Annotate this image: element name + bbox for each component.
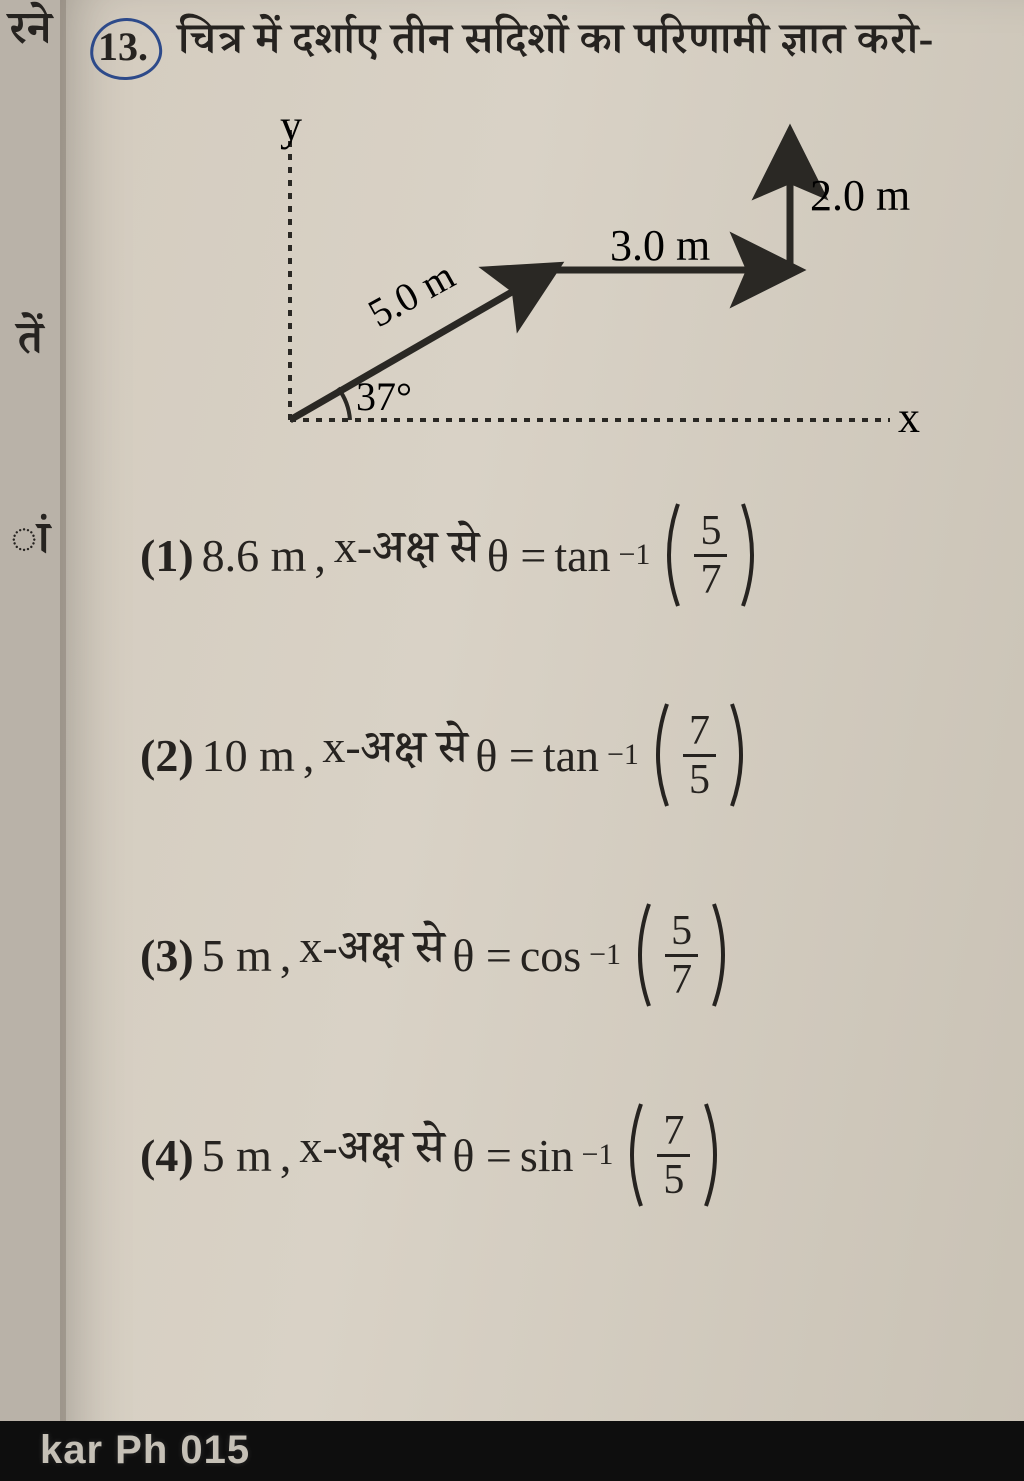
option-1-fn: tan <box>554 529 610 582</box>
option-3-inv: −1 <box>589 938 621 972</box>
lparen-icon <box>647 700 673 810</box>
vector-diagram: y x 37° 5.0 m 3.0 m 2.0 m <box>250 110 930 460</box>
option-3-fn: cos <box>520 929 581 982</box>
option-3-axis: x-अक्ष से <box>299 919 444 991</box>
lparen-icon <box>658 500 684 610</box>
option-2-inv: −1 <box>607 738 639 772</box>
x-axis-label: x <box>898 393 920 442</box>
question-number: 13. <box>90 18 160 88</box>
rparen-icon <box>726 700 752 810</box>
lparen-icon <box>621 1100 647 1210</box>
option-1-axis: x-अक्ष से <box>334 519 479 591</box>
vec-b-label: 3.0 m <box>610 221 710 270</box>
rparen-icon <box>708 900 734 1010</box>
option-4: (4) 5 m, x-अक्ष से θ = sin−1 7 5 <box>140 1100 960 1210</box>
angle-label: 37° <box>356 374 412 419</box>
option-2-fn: tan <box>543 729 599 782</box>
option-2-mag: 10 m <box>202 729 295 782</box>
option-4-axis: x-अक्ष से <box>299 1119 444 1191</box>
left-margin-text-3: ां <box>0 510 60 582</box>
option-1-num: (1) <box>140 529 194 582</box>
option-3-frac: 5 7 <box>665 910 698 1001</box>
option-3: (3) 5 m, x-अक्ष से θ = cos−1 5 7 <box>140 900 960 1010</box>
y-axis-label: y <box>280 110 302 150</box>
option-4-frac: 7 5 <box>657 1110 690 1201</box>
option-2-axis: x-अक्ष से <box>322 719 467 791</box>
option-4-num: (4) <box>140 1129 194 1182</box>
options-list: (1) 8.6 m, x-अक्ष से θ = tan−1 5 7 (2) 1… <box>140 500 960 1300</box>
option-2-num: (2) <box>140 729 194 782</box>
rparen-icon <box>737 500 763 610</box>
option-2: (2) 10 m, x-अक्ष से θ = tan−1 7 5 <box>140 700 960 810</box>
option-1-frac: 5 7 <box>694 510 727 601</box>
margin-rule <box>60 0 66 1481</box>
option-3-num: (3) <box>140 929 194 982</box>
vec-a-label: 5.0 m <box>361 252 463 336</box>
question-text: चित्र में दर्शाए तीन सदिशों का परिणामी ज… <box>178 12 998 81</box>
option-1-mag: 8.6 m <box>202 529 307 582</box>
option-1-inv: −1 <box>619 538 651 572</box>
option-3-mag: 5 m <box>202 929 272 982</box>
option-2-frac: 7 5 <box>683 710 716 801</box>
bottom-partial-text: kar Ph 015 <box>40 1428 250 1473</box>
option-4-inv: −1 <box>582 1138 614 1172</box>
left-margin-text-2: तें <box>0 310 60 382</box>
option-4-fn: sin <box>520 1129 574 1182</box>
option-1: (1) 8.6 m, x-अक्ष से θ = tan−1 5 7 <box>140 500 960 610</box>
vec-c-label: 2.0 m <box>810 171 910 220</box>
lparen-icon <box>629 900 655 1010</box>
option-4-mag: 5 m <box>202 1129 272 1182</box>
left-margin-text-1: रने <box>0 0 60 72</box>
question-number-text: 13. <box>90 18 156 76</box>
rparen-icon <box>700 1100 726 1210</box>
